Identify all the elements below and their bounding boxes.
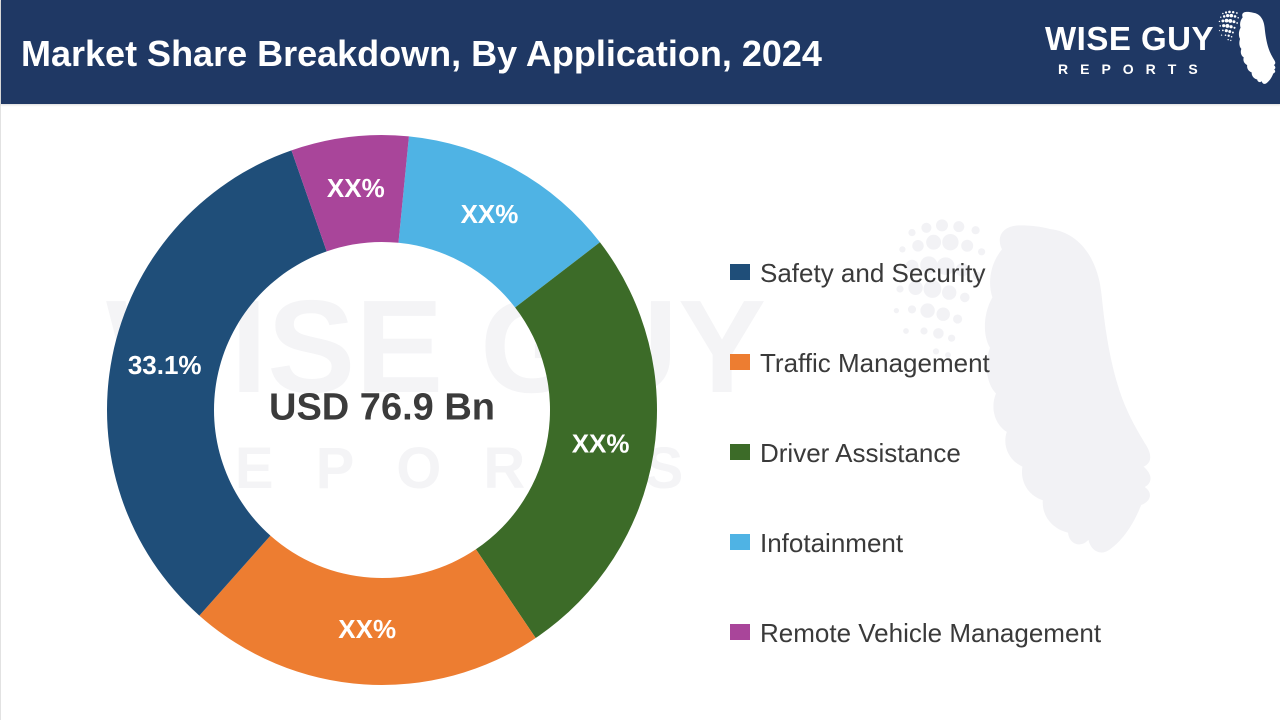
svg-text:XX%: XX% (461, 199, 519, 229)
svg-text:33.1%: 33.1% (128, 350, 202, 380)
svg-text:XX%: XX% (572, 428, 630, 458)
svg-text:XX%: XX% (327, 173, 385, 203)
svg-text:XX%: XX% (338, 614, 396, 644)
